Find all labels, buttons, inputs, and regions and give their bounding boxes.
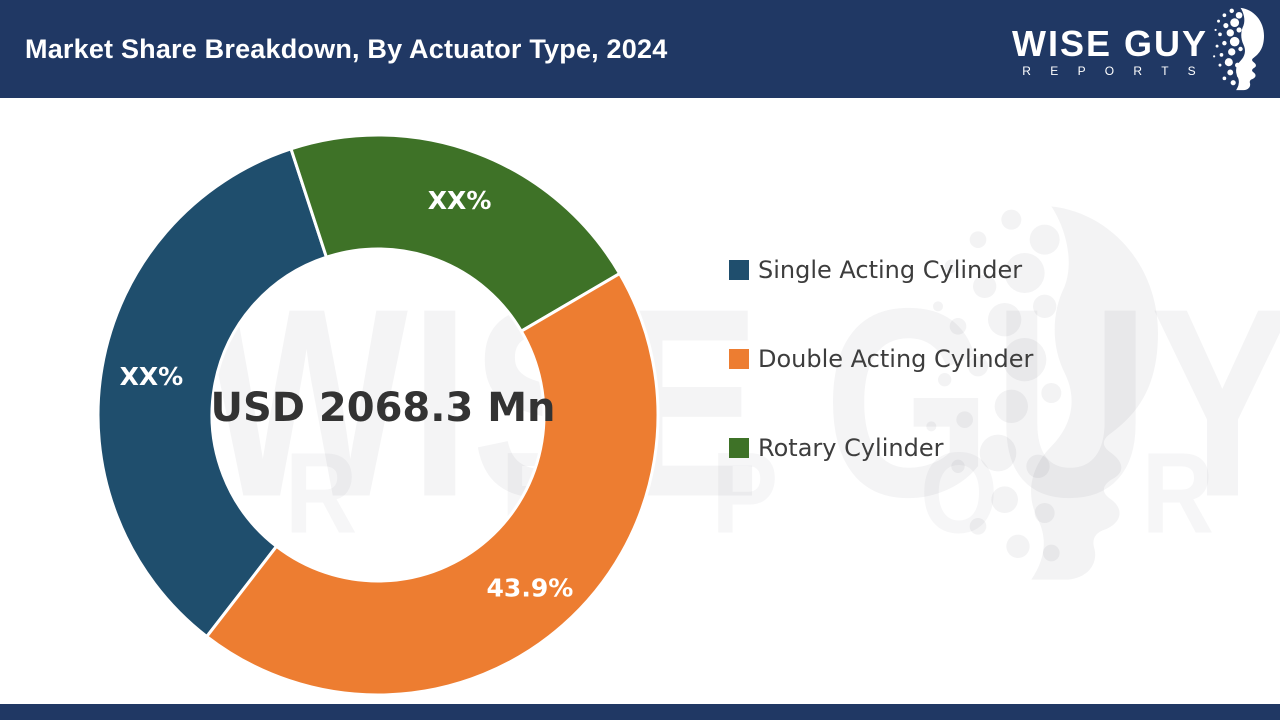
legend-item: Single Acting Cylinder	[729, 256, 1033, 284]
donut-slice-double-acting-cylinder	[205, 272, 660, 697]
legend-swatch-icon	[729, 438, 749, 458]
chart-area: WISE GUY R E P O R T S XX%XX%43.9% USD 2…	[0, 98, 1280, 704]
slice-label-rotary-cylinder: XX%	[428, 186, 492, 215]
legend-item: Double Acting Cylinder	[729, 345, 1033, 373]
slice-label-single-acting-cylinder: XX%	[120, 362, 184, 391]
logo-subtitle: R E P O R T S	[1022, 63, 1204, 78]
legend-swatch-icon	[729, 349, 749, 369]
donut-slice-single-acting-cylinder	[96, 147, 328, 639]
wise-guy-logo: WISE GUY R E P O R T S	[1012, 5, 1264, 93]
page-title: Market Share Breakdown, By Actuator Type…	[25, 33, 668, 64]
logo-text: WISE GUY R E P O R T S	[1011, 22, 1208, 78]
slice-label-double-acting-cylinder: 43.9%	[487, 574, 574, 603]
donut-slice-rotary-cylinder	[289, 133, 622, 333]
header-bar: Market Share Breakdown, By Actuator Type…	[0, 0, 1280, 98]
legend: Single Acting Cylinder Double Acting Cyl…	[729, 256, 1033, 462]
footer-bar	[0, 704, 1280, 720]
donut-chart: XX% XX% 43.9% USD 2068.3 Mn	[96, 133, 660, 697]
logo-wordmark: WISE GUY	[1011, 22, 1208, 64]
legend-item-label: Single Acting Cylinder	[758, 256, 1023, 284]
legend-item: Rotary Cylinder	[729, 434, 1033, 462]
legend-item-label: Rotary Cylinder	[758, 434, 944, 462]
logo-face-icon	[1198, 5, 1264, 93]
legend-swatch-icon	[729, 260, 749, 280]
donut-center-value: USD 2068.3 Mn	[211, 385, 556, 431]
legend-item-label: Double Acting Cylinder	[758, 345, 1034, 373]
